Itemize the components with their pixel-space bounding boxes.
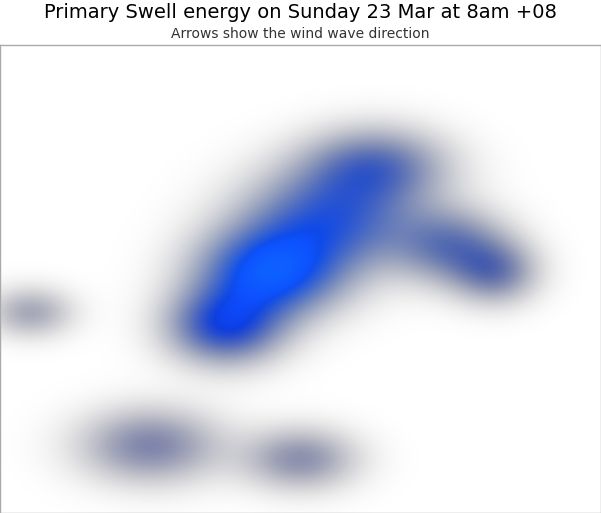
Text: Primary Swell energy on Sunday 23 Mar at 8am +08: Primary Swell energy on Sunday 23 Mar at… — [44, 3, 557, 22]
Text: Arrows show the wind wave direction: Arrows show the wind wave direction — [171, 27, 430, 41]
